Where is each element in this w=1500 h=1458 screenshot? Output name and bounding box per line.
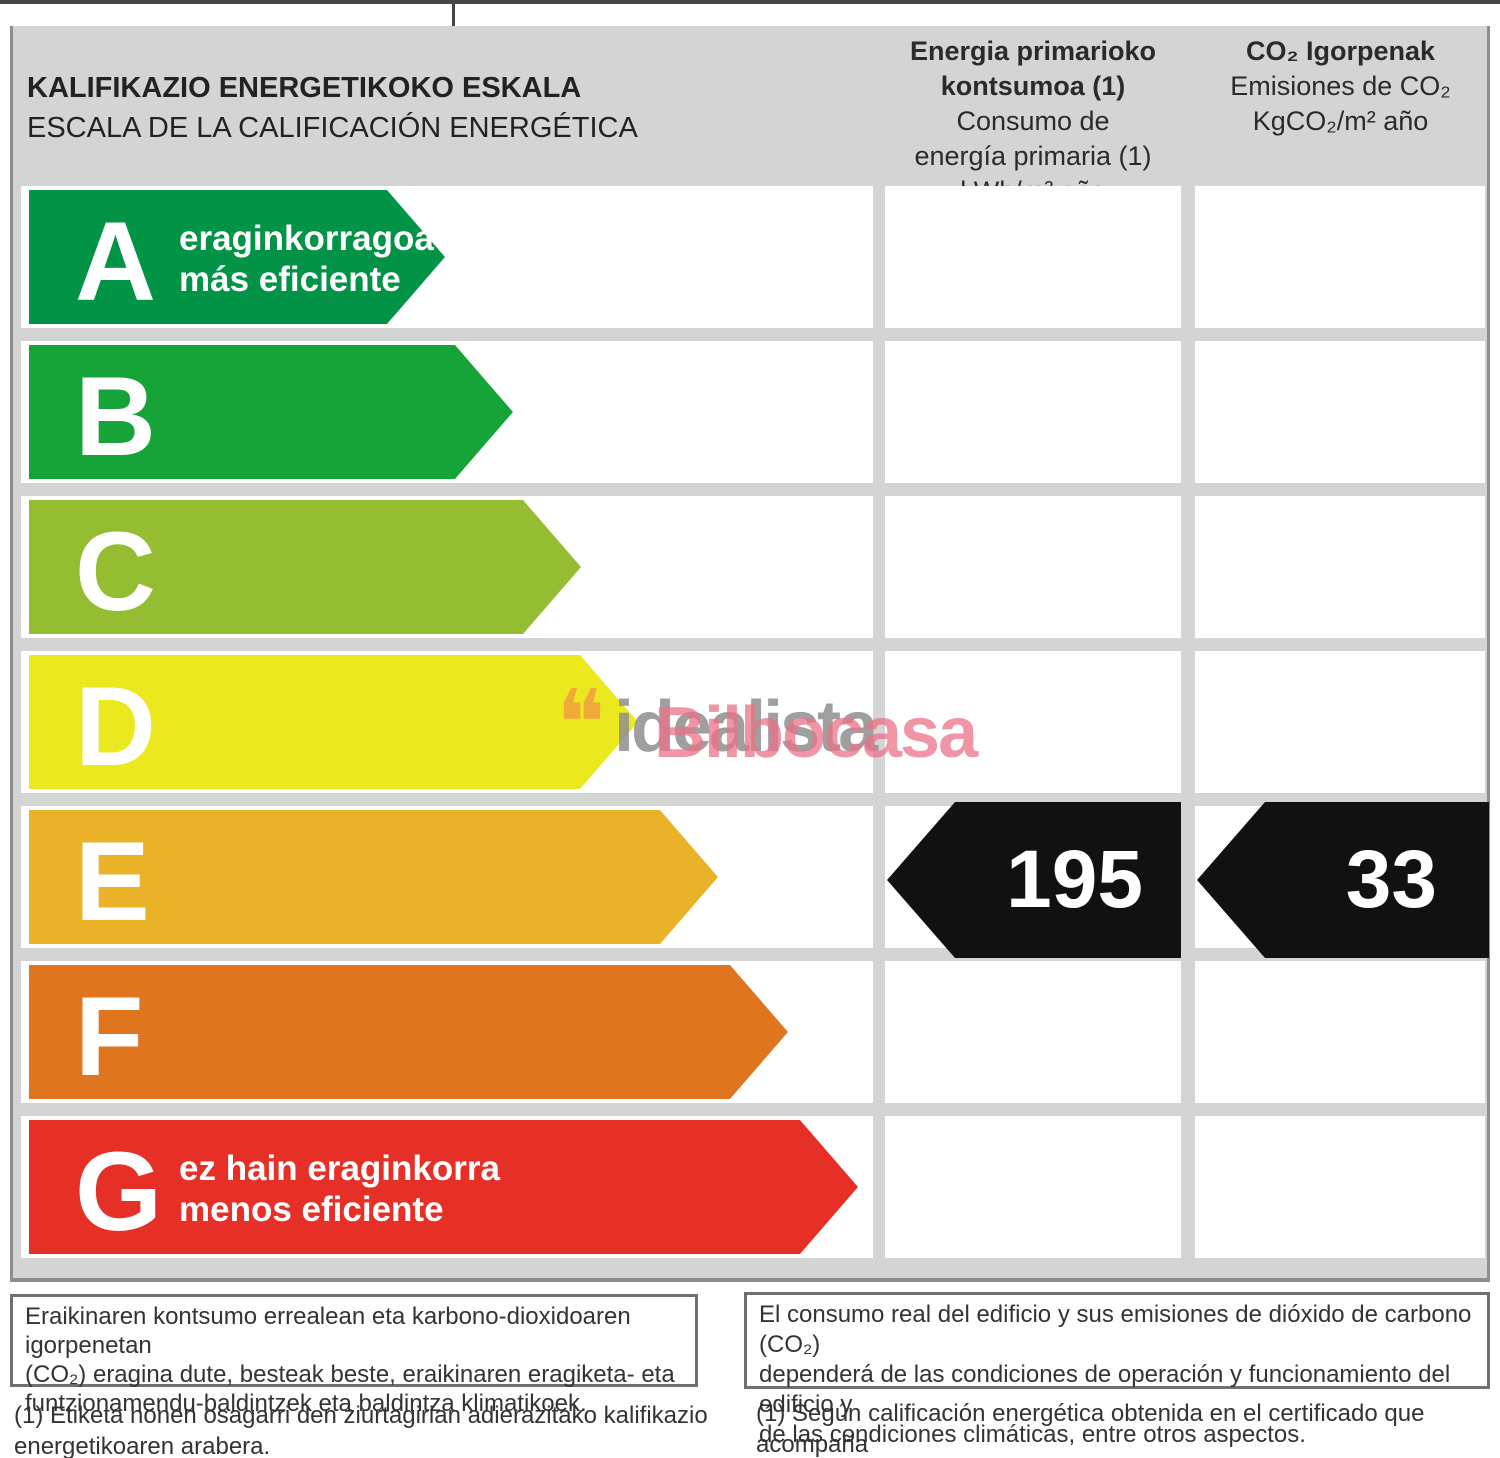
co2-cell	[1195, 1116, 1485, 1258]
rating-row-b: B	[13, 341, 1487, 483]
footer-es-line: dependerá de las condiciones de operació…	[759, 1361, 1451, 1418]
energy-header-line: Consumo de	[956, 106, 1110, 136]
footnote-eu: (1) Etiketa honen osagarri den ziurtagir…	[14, 1400, 714, 1458]
rating-arrow-f: F	[29, 965, 788, 1099]
rating-label-g: ez hain eraginkorra menos eficiente	[179, 1148, 500, 1230]
co2-cell	[1195, 496, 1485, 638]
rating-row-d: D	[13, 651, 1487, 793]
rating-arrow-c: C	[29, 500, 581, 634]
rating-label-es: más eficiente	[179, 260, 401, 299]
co2-value-arrow: 33	[1197, 802, 1489, 958]
rating-panel: KALIFIKAZIO ENERGETIKOKO ESKALA ESCALA D…	[10, 26, 1490, 1282]
co2-cell	[1195, 186, 1485, 328]
energy-cell	[885, 961, 1181, 1103]
footnote-eu-line: (1) Etiketa honen osagarri den ziurtagir…	[14, 1402, 708, 1429]
co2-value: 33	[1345, 834, 1437, 925]
rating-arrow-b: B	[29, 345, 513, 479]
footer-box-es: El consumo real del edificio y sus emisi…	[744, 1292, 1490, 1448]
rating-label-es: menos eficiente	[179, 1190, 444, 1229]
rating-label-a: eraginkorragoa más eficiente	[179, 218, 434, 300]
energy-value: 195	[1006, 834, 1143, 925]
rating-row-a: A eraginkorragoa más eficiente	[13, 186, 1487, 328]
rating-letter: G	[75, 1129, 163, 1254]
rating-row-e: E 195 33	[13, 802, 1489, 958]
rating-arrow-g: G ez hain eraginkorra menos eficiente	[29, 1120, 858, 1254]
top-divider-line	[452, 4, 455, 30]
rating-row-c: C	[13, 496, 1487, 638]
footnote-es: (1) Según calificación energética obteni…	[756, 1398, 1496, 1458]
footer-eu-line: funtzionamendu-baldintzek eta baldintza …	[25, 1390, 587, 1417]
co2-header-units: KgCO₂/m² año	[1252, 106, 1429, 136]
footnote-es-line: (1) Según calificación energética obteni…	[756, 1400, 1425, 1458]
footer-eu-line: Eraikinaren kontsumo errealean eta karbo…	[25, 1303, 631, 1359]
footnote-eu-line: energetikoaren arabera.	[14, 1433, 271, 1458]
energy-cell	[885, 496, 1181, 638]
energy-cell	[885, 651, 1181, 793]
energy-value-arrow: 195	[887, 802, 1181, 958]
co2-column-header: CO₂ Igorpenak Emisiones de CO₂ KgCO₂/m² …	[1188, 34, 1493, 139]
title-es: ESCALA DE LA CALIFICACIÓN ENERGÉTICA	[27, 112, 638, 144]
co2-cell	[1195, 341, 1485, 483]
rating-label-eu: ez hain eraginkorra	[179, 1149, 500, 1188]
rating-label-eu: eraginkorragoa	[179, 219, 434, 258]
rating-letter: A	[75, 199, 156, 324]
energy-header-line: kontsumoa (1)	[940, 71, 1126, 101]
top-table-edge	[0, 0, 1500, 30]
rating-row-f: F	[13, 961, 1487, 1103]
rating-letter: C	[75, 509, 156, 634]
rating-row-g: G ez hain eraginkorra menos eficiente	[13, 1116, 1487, 1258]
rating-arrow-e: E	[29, 810, 718, 944]
footer-box-eu: Eraikinaren kontsumo errealean eta karbo…	[10, 1294, 698, 1417]
co2-header-line: CO₂ Igorpenak	[1245, 36, 1436, 66]
footer-es-line: de las condiciones climáticas, entre otr…	[759, 1421, 1306, 1448]
footer-es-line: El consumo real del edificio y sus emisi…	[759, 1301, 1472, 1358]
co2-cell	[1195, 651, 1485, 793]
rating-letter: F	[75, 974, 144, 1099]
co2-cell	[1195, 961, 1485, 1103]
co2-header-line: Emisiones de CO₂	[1230, 71, 1451, 101]
title-eu: KALIFIKAZIO ENERGETIKOKO ESKALA	[27, 72, 582, 104]
rating-arrow-d: D	[29, 655, 638, 789]
rating-letter: D	[75, 664, 156, 789]
panel-title: KALIFIKAZIO ENERGETIKOKO ESKALA ESCALA D…	[27, 68, 727, 148]
energy-header-line: Energia primarioko	[909, 36, 1157, 66]
rating-letter: E	[75, 819, 150, 944]
footer-eu-line: (CO₂) eragina dute, besteak beste, eraik…	[25, 1361, 675, 1388]
energy-header-line: energía primaria (1)	[914, 141, 1152, 171]
rating-letter: B	[75, 354, 156, 479]
energy-column-header: Energia primarioko kontsumoa (1) Consumo…	[873, 34, 1193, 209]
energy-cell	[885, 1116, 1181, 1258]
energy-cell	[885, 186, 1181, 328]
rating-arrow-a: A eraginkorragoa más eficiente	[29, 190, 445, 324]
energy-cell	[885, 341, 1181, 483]
